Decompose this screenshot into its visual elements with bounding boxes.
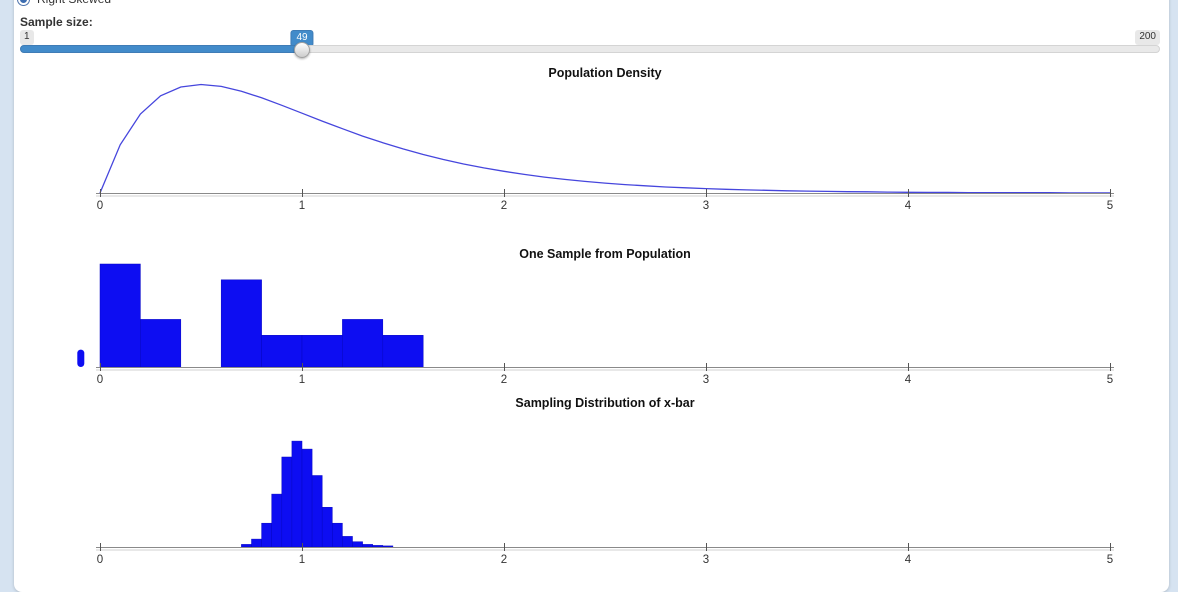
chart-title-sampling-distribution: Sampling Distribution of x-bar xyxy=(515,396,695,410)
slider-min-label: 1 xyxy=(20,30,34,45)
chart-title-one-sample: One Sample from Population xyxy=(519,247,691,261)
radio-selected-icon[interactable] xyxy=(17,0,30,6)
histogram-bar xyxy=(311,475,323,548)
histogram-bar xyxy=(241,544,252,548)
histogram-bar xyxy=(251,538,262,548)
slider-handle[interactable] xyxy=(294,42,310,58)
radio-option-right-skewed[interactable]: Right Skewed xyxy=(17,0,111,6)
axis-tick-label: 4 xyxy=(905,200,912,212)
axis-tick-label: 5 xyxy=(1107,374,1113,386)
population-density-plot: 0 1 2 3 4 5 xyxy=(96,83,1114,212)
histogram-bar xyxy=(281,456,293,548)
axis-tick-label: 2 xyxy=(501,554,507,566)
main-panel xyxy=(14,0,1169,592)
axis-tick-label: 3 xyxy=(703,374,709,386)
radio-label: Right Skewed xyxy=(37,0,111,6)
axis-tick-label: 5 xyxy=(1107,200,1113,212)
slider-max-label: 200 xyxy=(1135,30,1160,45)
slider-filled-bar xyxy=(20,45,304,53)
histogram-bar xyxy=(372,545,384,548)
axis-tick-label: 5 xyxy=(1107,554,1113,566)
axis-tick-label: 4 xyxy=(905,374,912,386)
histogram-bar xyxy=(220,279,262,368)
sampling-distribution-plot: 0 1 2 3 4 5 xyxy=(96,440,1114,566)
axis-tick-label: 0 xyxy=(97,554,103,566)
axis-tick-label: 4 xyxy=(905,554,912,566)
histogram-bar xyxy=(342,536,353,548)
sample-size-slider[interactable]: 1 200 49 xyxy=(20,28,1160,62)
axis-tick-label: 1 xyxy=(299,374,305,386)
histogram-bar xyxy=(261,335,303,368)
axis-tick-label: 2 xyxy=(501,200,507,212)
histogram-bar xyxy=(271,493,283,548)
histogram-bar xyxy=(362,544,373,548)
origin-marker xyxy=(77,349,85,367)
one-sample-histogram-plot: 0 1 2 3 4 5 xyxy=(77,263,1114,386)
histogram-bar xyxy=(321,507,333,548)
histogram-bar xyxy=(99,263,141,368)
histogram-bar xyxy=(301,335,343,368)
histogram-bar xyxy=(382,545,394,548)
axis-tick-label: 1 xyxy=(299,200,305,212)
histogram-bar xyxy=(342,319,384,368)
axis-tick-label: 1 xyxy=(299,554,305,566)
radio-dot xyxy=(20,0,27,3)
chart-title-population-density: Population Density xyxy=(548,66,662,80)
axis-tick-label: 3 xyxy=(703,554,709,566)
axis-tick-label: 2 xyxy=(501,374,507,386)
histogram-bar xyxy=(382,335,424,368)
histogram-bar xyxy=(291,440,303,548)
sample-size-label: Sample size: xyxy=(20,15,93,29)
histogram-bar xyxy=(301,448,313,548)
axis-tick-label: 0 xyxy=(97,374,103,386)
histogram-bar xyxy=(352,541,363,548)
histogram-bar xyxy=(261,522,272,548)
histogram-bar xyxy=(140,319,182,368)
axis-tick-label: 0 xyxy=(97,200,103,212)
density-curve xyxy=(99,83,1110,194)
histogram-bar xyxy=(332,522,343,548)
axis-tick-label: 3 xyxy=(703,200,709,212)
